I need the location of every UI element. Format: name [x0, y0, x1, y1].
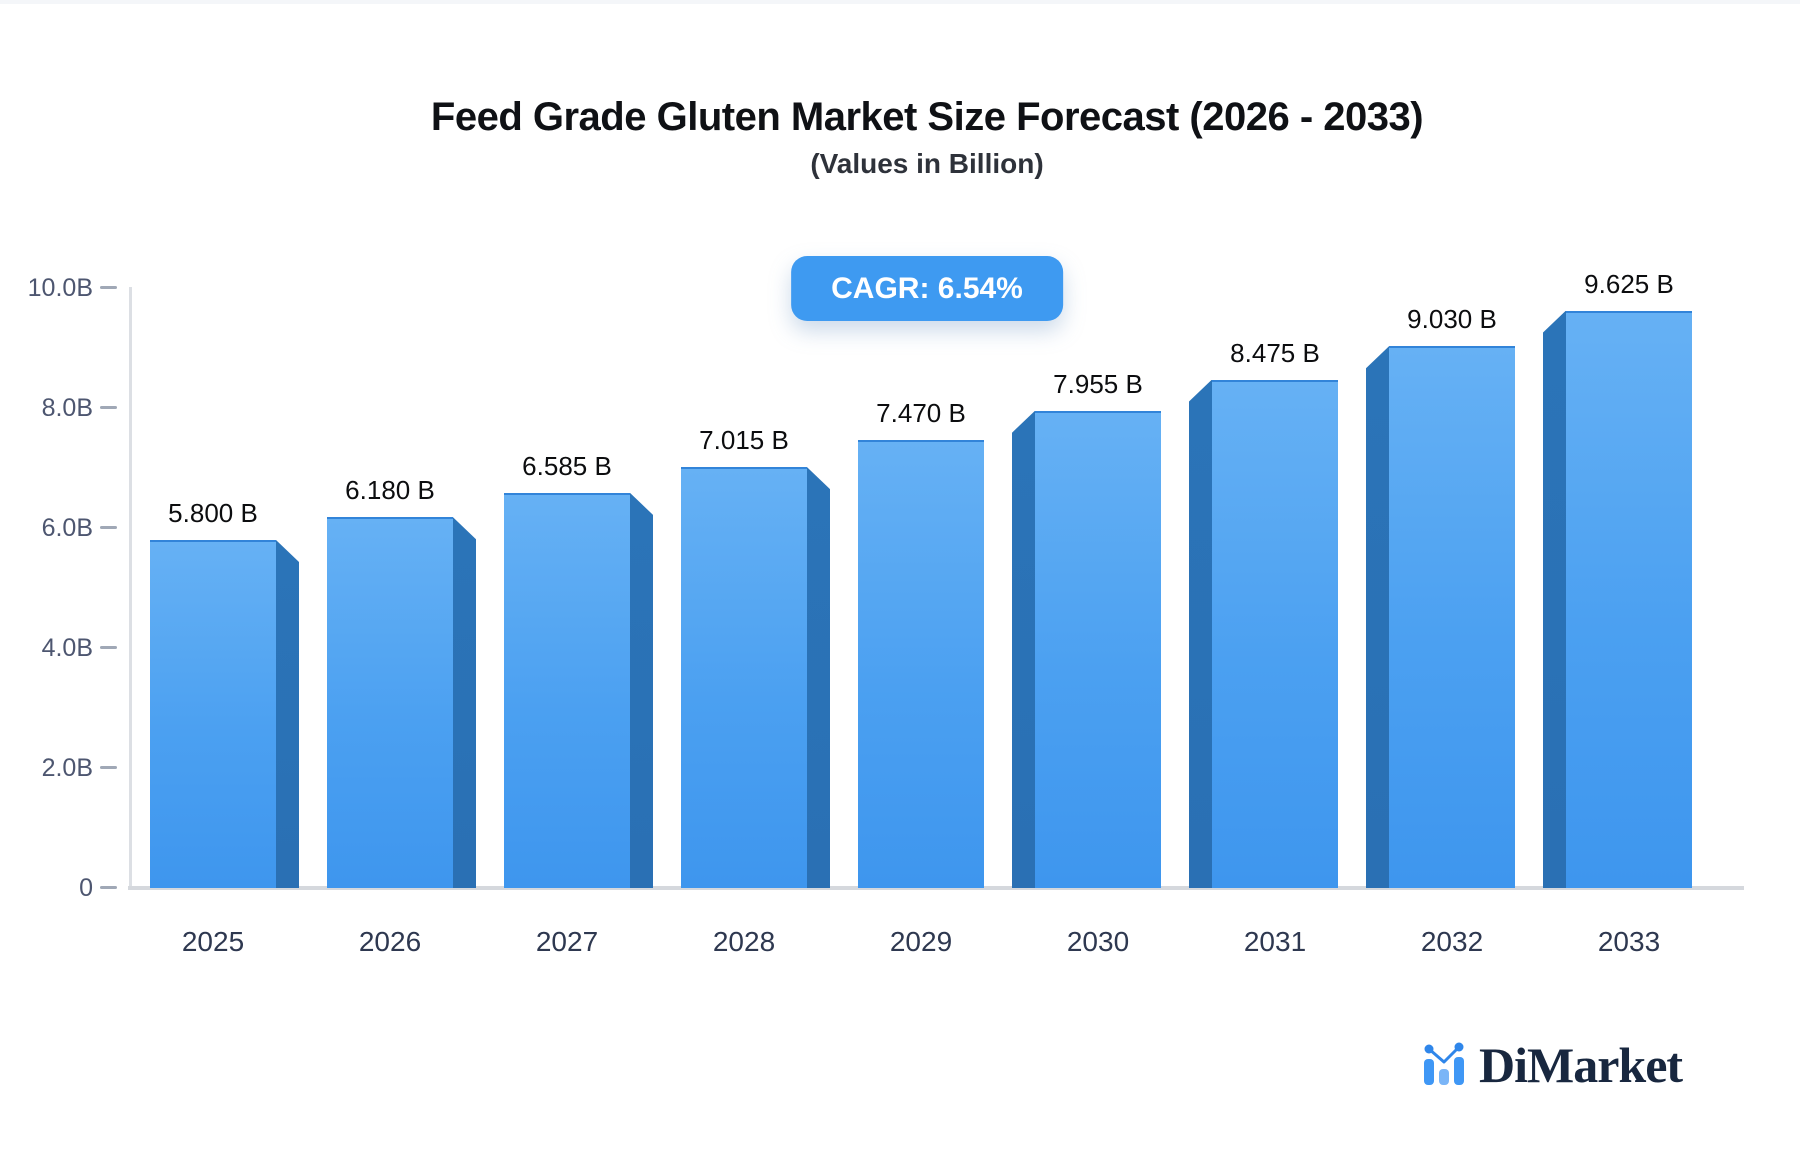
x-tick-label: 2025 [181, 926, 245, 957]
bar-value-label: 7.955 B [1053, 368, 1143, 399]
bar-side-face [453, 517, 476, 888]
bar-value-label: 5.800 B [168, 498, 258, 528]
y-tick-label: 10.0B [27, 274, 93, 302]
bar-2029 [858, 439, 984, 888]
y-tick-label: 8.0B [41, 394, 93, 422]
y-tick-dash [100, 886, 117, 889]
bar-value-label: 8.475 B [1230, 337, 1320, 368]
brand-logo: DiMarket [1421, 1037, 1683, 1093]
y-tick-dash [100, 646, 117, 649]
x-axis-line [128, 886, 1744, 890]
bar-2030 [1035, 410, 1161, 888]
bar-chart-trend-icon [1424, 1042, 1464, 1085]
bar-2025 [150, 540, 276, 888]
bar-2032 [1389, 346, 1515, 888]
y-tick-dash [100, 406, 117, 409]
bar-side-face [1366, 346, 1389, 888]
bar-2028 [681, 467, 807, 888]
bar-2026 [327, 517, 453, 888]
x-tick-label: 2033 [1597, 926, 1661, 957]
bar-value-label: 9.625 B [1584, 268, 1674, 299]
y-tick-dash [100, 526, 117, 529]
chart-title: Feed Grade Gluten Market Size Forecast (… [430, 95, 1424, 139]
bar-value-label: 9.030 B [1407, 304, 1497, 335]
x-tick-label: 2027 [535, 926, 599, 957]
x-tick-label: 2031 [1243, 926, 1307, 957]
bar-side-face [630, 492, 653, 888]
y-tick-dash [100, 286, 117, 289]
y-axis-line [129, 287, 132, 888]
chart-subtitle: (Values in Billion) [810, 148, 1044, 179]
bar-value-label: 6.180 B [345, 475, 435, 506]
x-tick-label: 2028 [712, 926, 776, 957]
bar-2033 [1566, 310, 1692, 888]
x-tick-label: 2032 [1420, 926, 1484, 957]
bar-value-label: 7.470 B [876, 397, 966, 428]
bar-side-face [807, 467, 830, 888]
bar-2031 [1212, 379, 1338, 888]
x-tick-label: 2030 [1066, 926, 1130, 957]
top-edge-strip [0, 0, 1800, 4]
y-tick-dash [100, 766, 117, 769]
x-tick-label: 2029 [889, 926, 953, 957]
bar-side-face [1543, 310, 1566, 888]
cagr-badge: CAGR: 6.54% [791, 256, 1063, 321]
bar-side-face [1189, 379, 1212, 888]
bar-2027 [504, 492, 630, 888]
bar-side-face [1012, 410, 1035, 888]
y-tick-label: 0 [79, 874, 93, 902]
y-tick-label: 4.0B [41, 634, 93, 662]
bar-side-face [276, 540, 299, 888]
bar-value-label: 7.015 B [699, 425, 789, 456]
y-tick-label: 6.0B [41, 514, 93, 542]
x-tick-label: 2026 [358, 926, 422, 957]
bar-value-label: 6.585 B [522, 450, 612, 481]
brand-name: DiMarket [1479, 1037, 1683, 1093]
y-tick-label: 2.0B [41, 754, 93, 782]
